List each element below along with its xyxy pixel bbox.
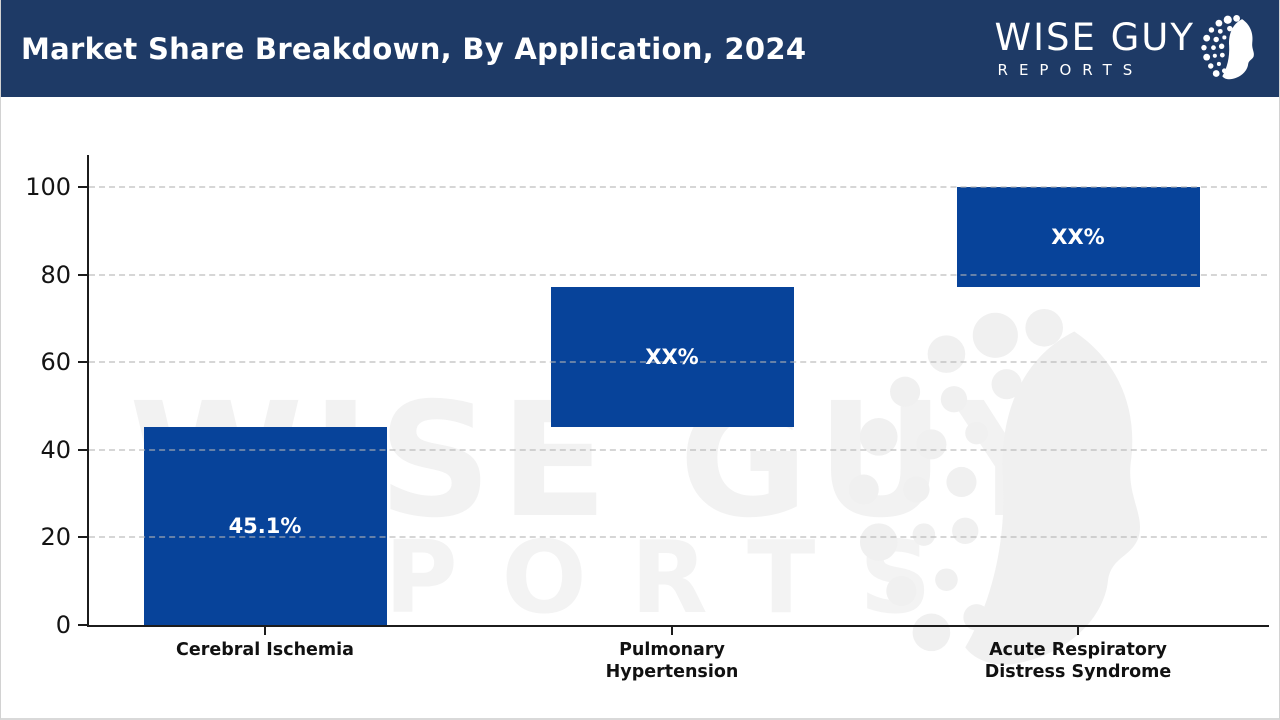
- logo-text: WISE GUY REPORTS: [995, 19, 1195, 79]
- x-tick-mark: [264, 627, 266, 635]
- logo-subtitle: REPORTS: [997, 60, 1144, 79]
- x-tick-mark: [671, 627, 673, 635]
- gridline-20: [89, 536, 1267, 539]
- x-tick-mark: [1077, 627, 1079, 635]
- y-tick-label: 100: [25, 173, 71, 201]
- gridline-40: [89, 448, 1267, 451]
- logo-wordmark: WISE GUY: [994, 15, 1195, 59]
- y-tick-mark: [78, 448, 87, 451]
- y-tick-label: 60: [40, 348, 71, 377]
- y-tick-label: 0: [55, 611, 71, 639]
- y-tick-label: 40: [40, 435, 71, 464]
- bar-2: [550, 286, 794, 428]
- bar-value-label: XX%: [1051, 224, 1105, 249]
- watermark-face-icon: [848, 309, 1140, 665]
- waterfall-chart: 45.1% XX% XX% 0 20 40 60 80 100 Cerebral Ischemia…: [1, 97, 1279, 718]
- bar-value-label: 45.1%: [228, 514, 302, 539]
- y-tick-mark: [78, 624, 87, 626]
- logo-face-icon: [1201, 14, 1254, 79]
- header-bar: Market Share Breakdown, By Application, …: [1, 0, 1279, 97]
- y-tick-label: 80: [40, 260, 71, 289]
- x-category-label: Cerebral Ischemia: [176, 640, 354, 660]
- gridline-60: [89, 361, 1267, 364]
- x-category-label: Acute Respiratory Distress Syndrome: [984, 640, 1172, 682]
- bar-1: [143, 427, 387, 625]
- x-category-label: Pulmonary Hypertension: [605, 640, 739, 682]
- x-axis-line: [87, 625, 1269, 627]
- wiseguy-logo: WISE GUY REPORTS: [995, 7, 1257, 91]
- gridline-80: [89, 273, 1267, 276]
- y-tick-mark: [78, 273, 87, 276]
- bar-3: [956, 187, 1200, 287]
- gridline-100: [89, 186, 1267, 188]
- y-tick-mark: [78, 536, 87, 539]
- y-tick-mark: [78, 186, 87, 188]
- y-tick-mark: [78, 361, 87, 364]
- page-title: Market Share Breakdown, By Application, …: [21, 31, 807, 66]
- chart-area: WISE GUY REPORTS 45.1% XX% XX% 0 20 40 60 80 100…: [1, 97, 1279, 718]
- y-tick-label: 20: [40, 523, 71, 552]
- y-axis-line: [87, 155, 89, 627]
- bar-value-label: XX%: [645, 345, 699, 370]
